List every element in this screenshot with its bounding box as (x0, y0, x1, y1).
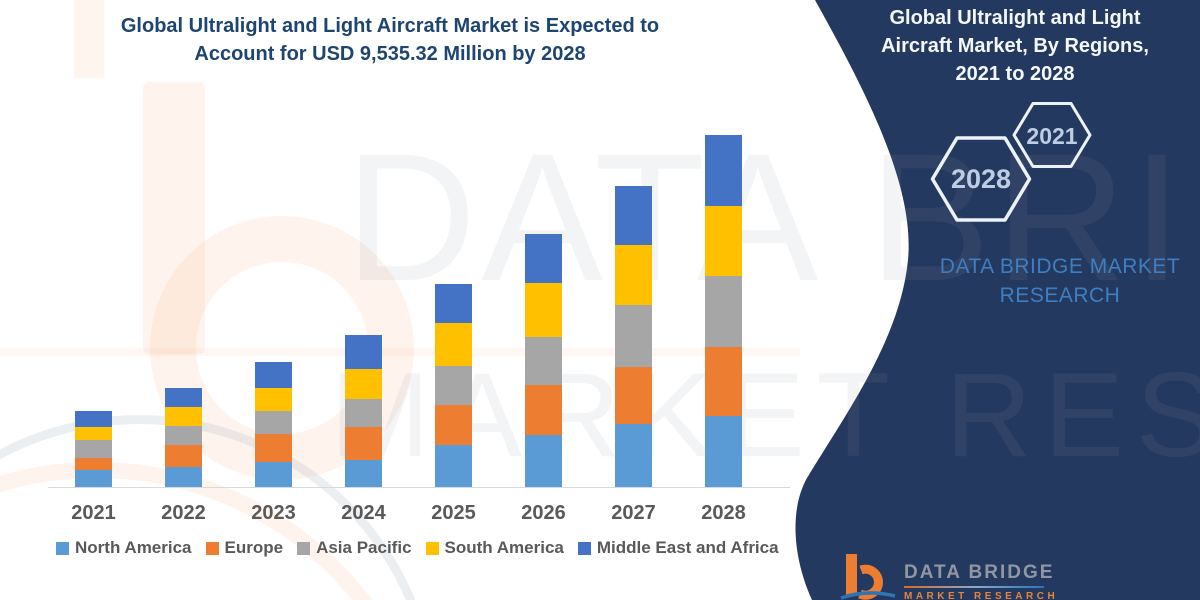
bar-2024-segment-europe (345, 427, 382, 460)
hexagon-2028-outline (930, 136, 1032, 222)
bar-2021-segment-south-america (75, 427, 112, 440)
chart-title-line1: Global Ultralight and Light Aircraft Mar… (120, 15, 660, 37)
bar-2025-segment-asia-pacific (435, 366, 472, 405)
bar-2022-segment-north-america (165, 467, 202, 487)
legend-swatch-middle-east-and-africa (577, 541, 591, 555)
logo-b-stem (846, 554, 857, 596)
x-axis-label-2024: 2024 (341, 502, 386, 524)
bar-2023-segment-europe (255, 434, 292, 462)
x-axis-line (48, 487, 790, 488)
bar-2024-segment-asia-pacific (345, 399, 382, 427)
bar-2026-segment-middle-east-and-africa (525, 234, 562, 283)
bar-2021-segment-asia-pacific (75, 440, 112, 458)
bar-2024-segment-north-america (345, 460, 382, 487)
panel-title: Global Ultralight and Light Aircraft Mar… (840, 4, 1190, 88)
legend-label-south-america: South America (444, 538, 564, 557)
watermark-logo-strip (74, 0, 104, 78)
bar-2022-segment-asia-pacific (165, 426, 202, 445)
bar-2022-segment-middle-east-and-africa (165, 388, 202, 407)
side-panel-background (795, 0, 1200, 600)
bar-2023-segment-north-america (255, 462, 292, 487)
bar-2027-segment-middle-east-and-africa (615, 186, 652, 245)
bar-2022-segment-south-america (165, 407, 202, 426)
bar-2022-segment-europe (165, 445, 202, 467)
x-axis-label-2026: 2026 (521, 502, 566, 524)
bar-2026-segment-south-america (525, 283, 562, 337)
bar-2028-segment-asia-pacific (705, 276, 742, 347)
footer-logo-title: DATA BRIDGE (904, 562, 1055, 583)
legend-label-north-america: North America (75, 538, 192, 557)
panel-brand-line2: RESEARCH (999, 284, 1121, 307)
footer-logo-rule (904, 586, 1044, 588)
bar-2027-segment-south-america (615, 245, 652, 305)
bar-2027-segment-asia-pacific (615, 305, 652, 367)
x-axis-label-2023: 2023 (251, 502, 296, 524)
bar-2023-segment-middle-east-and-africa (255, 362, 292, 388)
bar-2024-segment-middle-east-and-africa (345, 335, 382, 369)
bar-2025-segment-europe (435, 405, 472, 445)
bar-2027-segment-europe (615, 367, 652, 424)
legend-item-europe: Europe (205, 538, 284, 558)
legend-item-north-america: North America (56, 538, 192, 558)
legend-item-south-america: South America (425, 538, 564, 558)
panel-brand-line1: DATA BRIDGE MARKET (939, 255, 1181, 278)
bar-2028-segment-south-america (705, 206, 742, 276)
x-axis-label-2028: 2028 (701, 502, 746, 524)
bar-2028-segment-north-america (705, 416, 742, 487)
bar-2025-segment-middle-east-and-africa (435, 284, 472, 323)
bar-2027-segment-north-america (615, 424, 652, 487)
bar-2023-segment-asia-pacific (255, 411, 292, 434)
bar-2026-segment-europe (525, 385, 562, 435)
legend-label-middle-east-and-africa: Middle East and Africa (596, 538, 779, 557)
panel-brand-text: DATA BRIDGE MARKET RESEARCH (930, 252, 1190, 310)
bar-2021-segment-north-america (75, 470, 112, 487)
bar-2028-segment-europe (705, 347, 742, 416)
bar-2025-segment-south-america (435, 323, 472, 366)
hexagon-2028-label: 2028 (950, 164, 1012, 194)
hexagon-2021-outline (1012, 102, 1092, 168)
legend-swatch-asia-pacific (297, 541, 311, 555)
bar-2023-segment-south-america (255, 388, 292, 411)
legend-label-europe: Europe (224, 538, 284, 557)
chart-title-line2: Account for USD 9,535.32 Million by 2028 (194, 43, 586, 65)
legend: North America Europe Asia Pacific South Ame… (56, 538, 779, 558)
panel-title-line1: Global Ultralight and Light (889, 7, 1141, 29)
logo-b-bowl (858, 564, 883, 600)
legend-item-asia-pacific: Asia Pacific (297, 538, 412, 558)
bar-2025-segment-north-america (435, 445, 472, 487)
logo-swoosh (840, 591, 896, 600)
legend-swatch-europe (205, 541, 219, 555)
legend-item-middle-east-and-africa: Middle East and Africa (577, 538, 779, 558)
hexagon-2021-label: 2021 (1026, 123, 1078, 149)
x-axis-label-2025: 2025 (431, 502, 476, 524)
legend-label-asia-pacific: Asia Pacific (316, 538, 412, 557)
legend-swatch-south-america (425, 541, 439, 555)
bar-2028-segment-middle-east-and-africa (705, 135, 742, 206)
x-axis-label-2027: 2027 (611, 502, 656, 524)
legend-swatch-north-america (56, 541, 69, 555)
footer-logo: DATA BRIDGE MARKET RESEARCH (840, 554, 1058, 600)
bar-2024-segment-south-america (345, 369, 382, 399)
bar-2026-segment-north-america (525, 435, 562, 487)
panel-title-line3: 2021 to 2028 (955, 63, 1075, 85)
watermark-logo-band (0, 348, 800, 356)
bar-2026-segment-asia-pacific (525, 337, 562, 385)
x-axis-label-2022: 2022 (161, 502, 206, 524)
footer-logo-subtitle: MARKET RESEARCH (904, 591, 1059, 600)
chart-title: Global Ultralight and Light Aircraft Mar… (60, 12, 720, 68)
bar-2021-segment-europe (75, 458, 112, 470)
data-bridge-logo-icon (840, 554, 896, 600)
x-axis-label-2021: 2021 (71, 502, 116, 524)
bar-2021-segment-middle-east-and-africa (75, 411, 112, 427)
panel-title-line2: Aircraft Market, By Regions, (881, 35, 1149, 57)
